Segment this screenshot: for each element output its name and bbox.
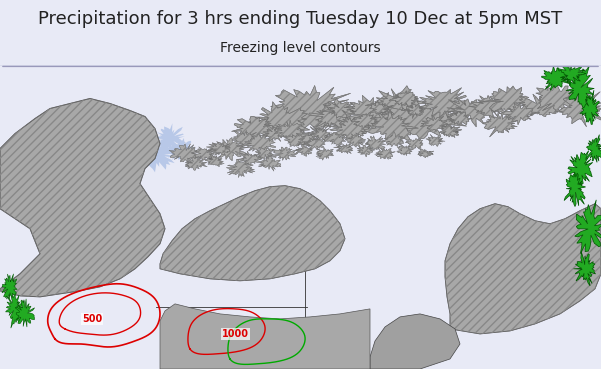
Polygon shape	[566, 66, 594, 107]
Polygon shape	[365, 86, 434, 117]
Polygon shape	[2, 274, 17, 299]
Polygon shape	[374, 148, 395, 159]
Polygon shape	[0, 99, 165, 297]
Polygon shape	[357, 146, 374, 157]
Polygon shape	[231, 117, 282, 143]
Polygon shape	[226, 159, 255, 177]
Polygon shape	[258, 155, 281, 171]
Polygon shape	[560, 92, 601, 127]
Polygon shape	[383, 96, 469, 139]
Polygon shape	[364, 109, 418, 143]
Polygon shape	[389, 91, 421, 107]
Polygon shape	[519, 94, 565, 117]
Polygon shape	[325, 93, 409, 134]
Polygon shape	[204, 155, 224, 166]
Polygon shape	[370, 100, 389, 114]
Polygon shape	[5, 292, 25, 328]
Polygon shape	[126, 137, 183, 172]
Polygon shape	[246, 102, 310, 139]
Polygon shape	[483, 113, 518, 137]
Polygon shape	[419, 88, 472, 118]
Polygon shape	[405, 138, 423, 149]
Polygon shape	[195, 147, 216, 160]
Polygon shape	[309, 105, 348, 128]
Polygon shape	[165, 138, 197, 160]
Polygon shape	[154, 123, 186, 154]
Polygon shape	[15, 299, 35, 327]
Polygon shape	[448, 112, 472, 125]
Polygon shape	[307, 126, 331, 141]
Polygon shape	[535, 83, 593, 113]
Polygon shape	[573, 252, 596, 286]
Polygon shape	[555, 62, 586, 86]
Polygon shape	[418, 149, 434, 158]
Polygon shape	[568, 151, 593, 191]
Polygon shape	[206, 142, 230, 155]
Polygon shape	[325, 115, 370, 141]
Polygon shape	[420, 116, 448, 131]
Polygon shape	[160, 186, 345, 281]
Polygon shape	[445, 204, 601, 334]
Polygon shape	[447, 97, 497, 127]
Polygon shape	[351, 113, 379, 129]
Polygon shape	[303, 137, 326, 150]
Polygon shape	[439, 124, 462, 138]
Polygon shape	[260, 126, 290, 141]
Polygon shape	[289, 130, 320, 145]
Polygon shape	[237, 134, 276, 152]
Polygon shape	[469, 94, 512, 120]
Polygon shape	[564, 173, 585, 207]
Polygon shape	[586, 135, 601, 162]
Polygon shape	[284, 134, 308, 146]
Polygon shape	[255, 147, 276, 160]
Polygon shape	[580, 90, 600, 124]
Polygon shape	[397, 145, 413, 156]
Polygon shape	[426, 134, 445, 146]
Text: Precipitation for 3 hrs ending Tuesday 10 Dec at 5pm MST: Precipitation for 3 hrs ending Tuesday 1…	[38, 10, 563, 28]
Text: 500: 500	[82, 314, 102, 324]
Text: Freezing level contours: Freezing level contours	[220, 41, 381, 55]
Polygon shape	[499, 103, 540, 125]
Polygon shape	[575, 200, 601, 254]
Polygon shape	[212, 138, 250, 161]
Polygon shape	[272, 147, 299, 161]
Polygon shape	[236, 151, 263, 165]
Polygon shape	[325, 132, 347, 146]
Polygon shape	[334, 144, 353, 154]
Polygon shape	[296, 145, 313, 156]
Polygon shape	[270, 86, 359, 135]
Polygon shape	[169, 144, 201, 163]
Polygon shape	[160, 304, 370, 369]
Polygon shape	[542, 66, 570, 90]
Polygon shape	[370, 314, 460, 369]
Polygon shape	[274, 120, 304, 139]
Polygon shape	[185, 156, 207, 170]
Polygon shape	[478, 86, 533, 115]
Polygon shape	[365, 136, 386, 150]
Polygon shape	[345, 134, 365, 148]
Polygon shape	[232, 130, 260, 147]
Polygon shape	[322, 99, 356, 118]
Polygon shape	[401, 104, 426, 118]
Text: 1000: 1000	[222, 329, 249, 339]
Polygon shape	[316, 147, 334, 160]
Polygon shape	[384, 131, 405, 147]
